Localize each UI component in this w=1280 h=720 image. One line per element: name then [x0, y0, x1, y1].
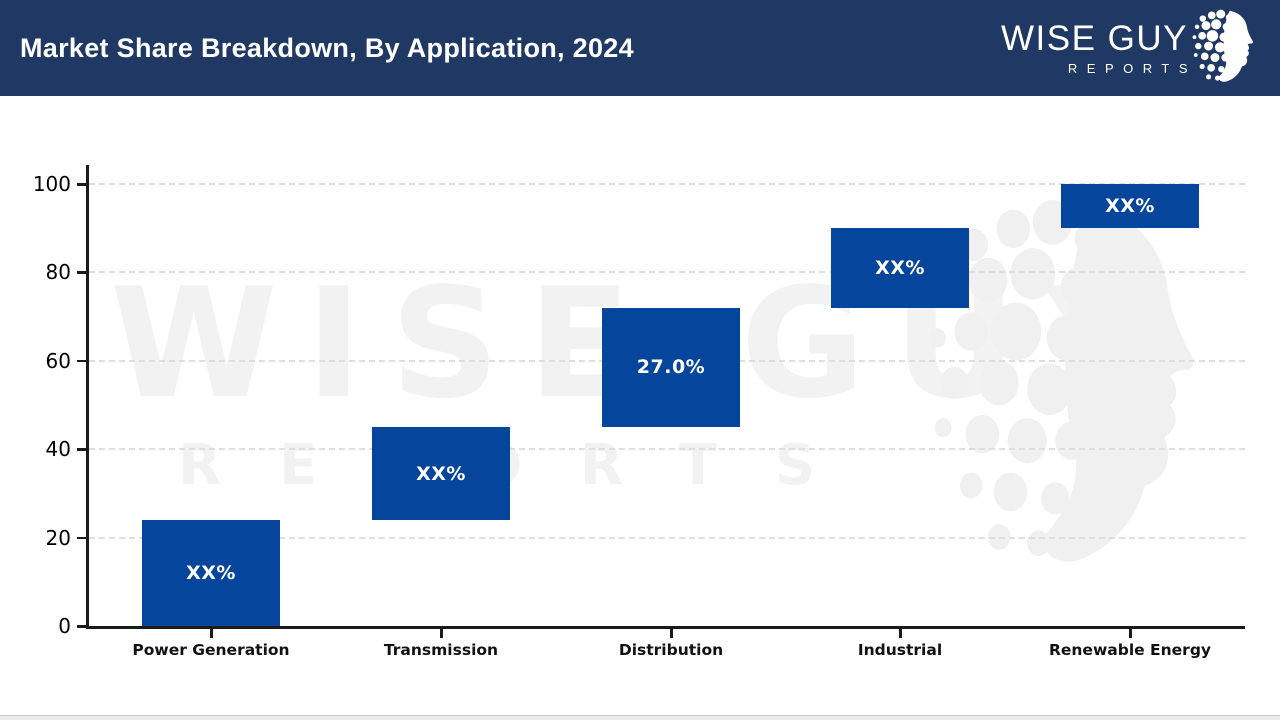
y-axis-line — [86, 165, 89, 629]
bottom-divider-line — [0, 715, 1280, 716]
x-axis-category-label: Power Generation — [132, 641, 290, 659]
bar-value-label: XX% — [1105, 195, 1155, 218]
watermark-sub-text: REPORTS — [178, 433, 874, 498]
logo-sub-text: REPORTS — [1067, 60, 1197, 76]
logo-text: WISE GUY REPORTS — [1001, 21, 1188, 76]
x-axis-category-label: Renewable Energy — [1048, 641, 1212, 659]
bar-renewable-energy: XX% — [1061, 184, 1199, 229]
face-profile-logo-icon — [1190, 9, 1254, 87]
y-axis-tick-label-100: 100 — [32, 172, 71, 196]
bar-industrial: XX% — [831, 228, 969, 308]
wiseguy-logo: WISE GUY REPORTS — [1001, 9, 1254, 87]
x-axis-tick-1 — [440, 629, 443, 638]
y-axis-tick-100 — [77, 183, 86, 186]
y-axis-tick-0 — [77, 625, 86, 628]
logo-brand-text: WISE GUY — [1000, 18, 1188, 58]
gridline-20 — [89, 536, 1245, 539]
bar-value-label: 27.0% — [636, 356, 706, 379]
gridline-100 — [89, 183, 1245, 185]
x-axis-tick-4 — [1129, 629, 1132, 638]
chart-title: Market Share Breakdown, By Application, … — [20, 32, 634, 63]
y-axis-tick-label-60: 60 — [45, 348, 71, 373]
gridline-80 — [89, 271, 1245, 274]
bar-value-label: XX% — [186, 561, 236, 584]
bar-value-label: XX% — [416, 462, 466, 485]
y-axis-tick-label-0: 0 — [58, 614, 71, 638]
bar-distribution: 27.0% — [602, 307, 740, 428]
header-bar: Market Share Breakdown, By Application, … — [0, 0, 1280, 96]
y-axis-tick-20 — [77, 536, 86, 540]
y-axis-tick-80 — [77, 271, 86, 274]
x-axis-tick-3 — [899, 629, 902, 638]
bar-transmission: XX% — [372, 427, 510, 520]
x-axis-tick-0 — [210, 629, 213, 638]
y-axis-tick-label-80: 80 — [45, 260, 71, 285]
x-axis-category-label: Transmission — [383, 641, 499, 659]
bar-value-label: XX% — [875, 256, 925, 279]
x-axis-tick-2 — [670, 629, 673, 638]
x-axis-category-label: Distribution — [618, 641, 724, 659]
bottom-edge-strip — [0, 716, 1280, 720]
y-axis-tick-40 — [77, 448, 86, 451]
gridline-40 — [89, 448, 1245, 451]
y-axis-tick-label-40: 40 — [45, 437, 71, 462]
y-axis-tick-60 — [77, 359, 86, 363]
x-axis-line — [86, 626, 1245, 629]
y-axis-tick-label-20: 20 — [45, 525, 71, 550]
bar-power-generation: XX% — [142, 519, 280, 626]
x-axis-category-label: Industrial — [857, 641, 943, 659]
